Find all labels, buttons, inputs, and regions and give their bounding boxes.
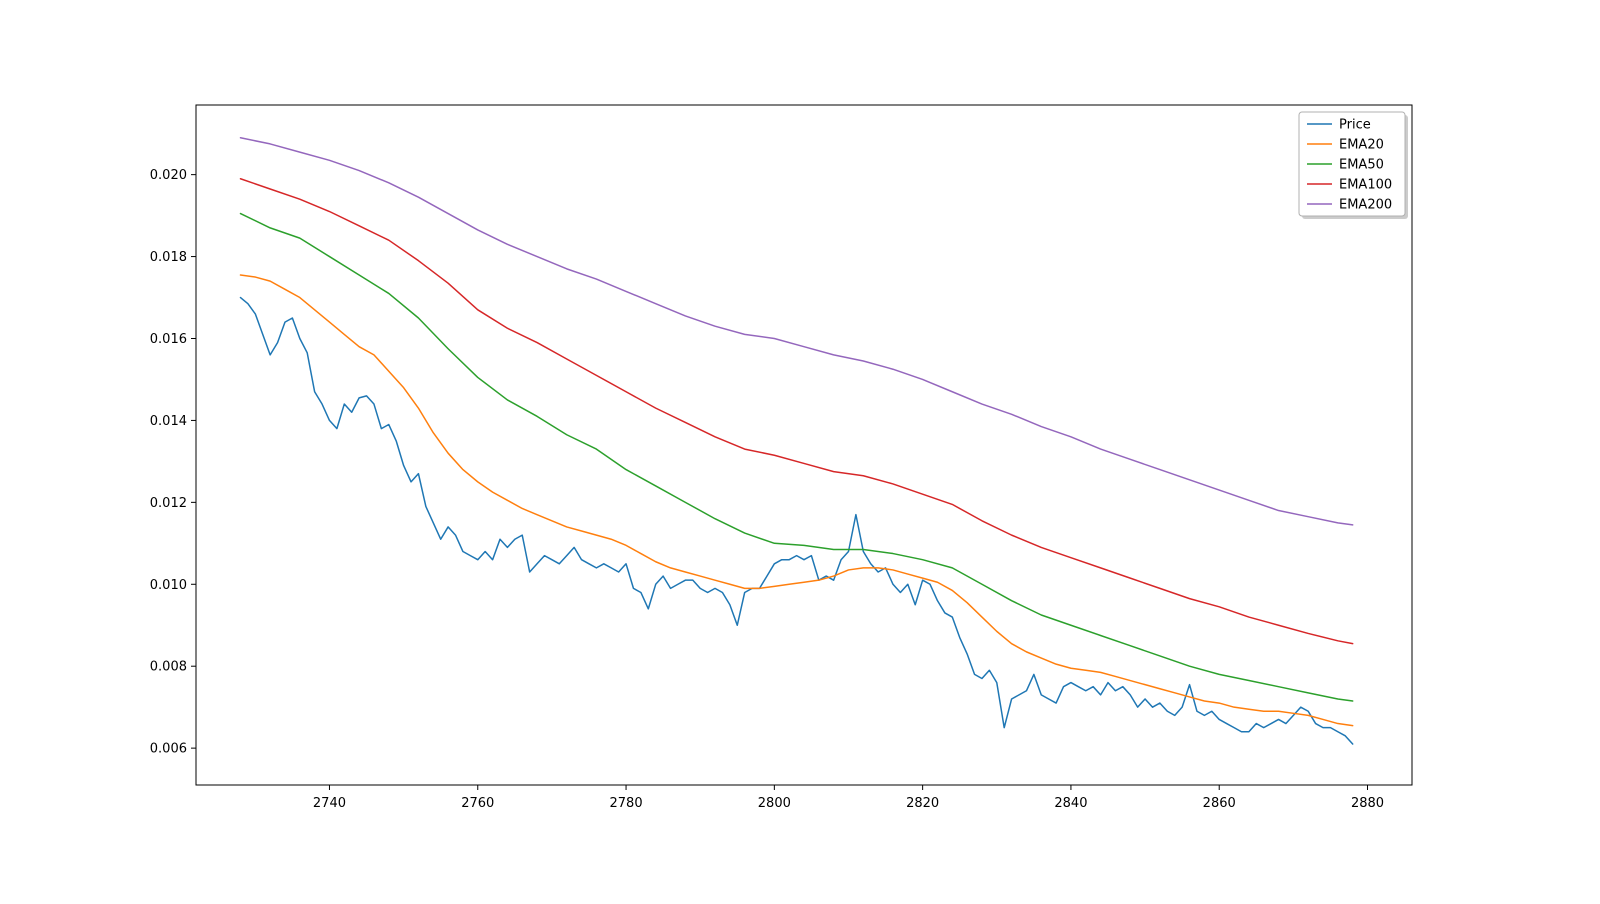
y-tick-label: 0.018	[150, 250, 187, 265]
y-tick-label: 0.016	[150, 332, 187, 347]
y-tick-label: 0.014	[150, 414, 187, 429]
x-tick-label: 2860	[1203, 796, 1236, 811]
y-tick-label: 0.008	[150, 660, 187, 675]
legend-label-ema20: EMA20	[1339, 138, 1384, 153]
series-line-ema100	[239, 177, 1354, 645]
legend-label-price: Price	[1339, 118, 1371, 133]
y-tick-label: 0.012	[150, 496, 187, 511]
series-line-ema20	[239, 274, 1354, 727]
x-tick-label: 2820	[906, 796, 939, 811]
x-tick-label: 2760	[461, 796, 494, 811]
x-tick-label: 2780	[610, 796, 643, 811]
x-tick-label: 2800	[758, 796, 791, 811]
series-line-ema200	[239, 137, 1354, 526]
y-tick-label: 0.006	[150, 742, 187, 757]
y-tick-label: 0.010	[150, 578, 187, 593]
legend-label-ema100: EMA100	[1339, 178, 1392, 193]
y-tick-label: 0.020	[150, 168, 187, 183]
legend-label-ema200: EMA200	[1339, 198, 1392, 213]
series-line-price	[239, 296, 1354, 745]
series-line-ema50	[239, 212, 1354, 702]
legend-box	[1298, 111, 1406, 217]
legend-label-ema50: EMA50	[1339, 158, 1384, 173]
x-tick-label: 2840	[1054, 796, 1087, 811]
x-tick-label: 2880	[1351, 796, 1384, 811]
x-tick-label: 2740	[313, 796, 346, 811]
plot-frame	[195, 104, 1413, 786]
